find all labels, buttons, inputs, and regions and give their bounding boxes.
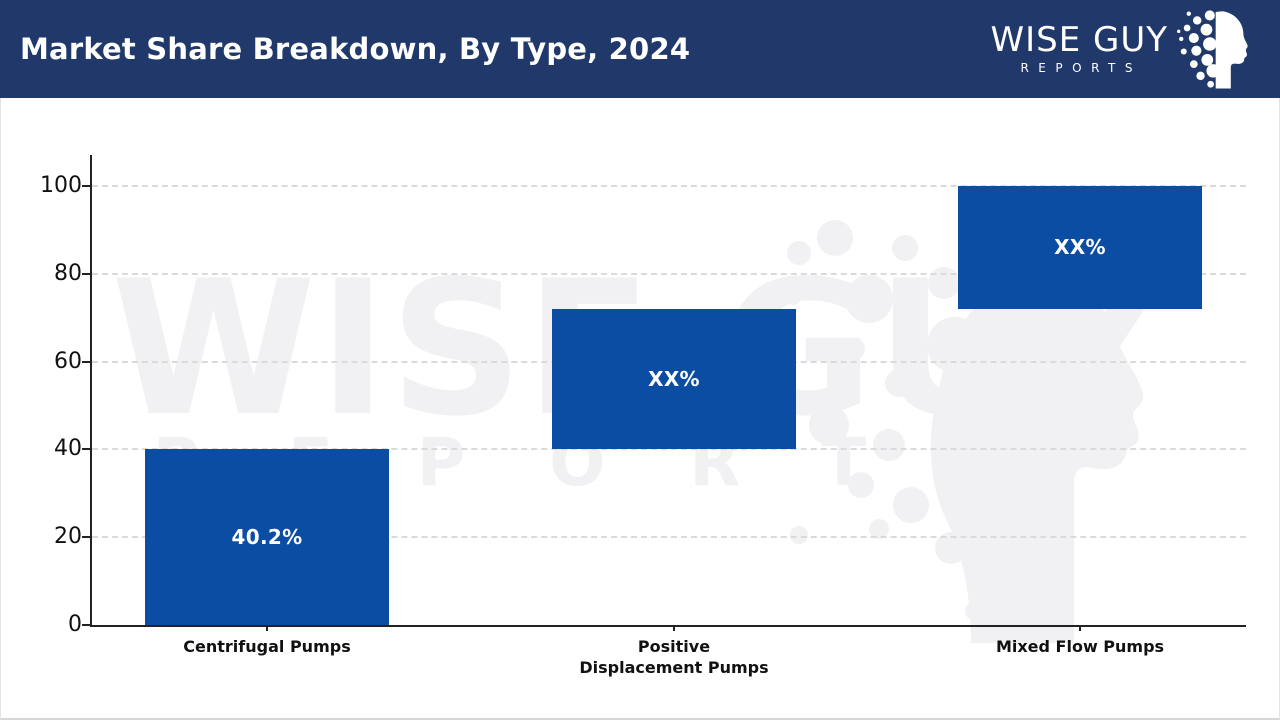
chart-canvas: WISE GUY REPORTS 0 20 40 60 80 100 40.2% XX% XX%… — [0, 98, 1280, 720]
bar-value-label: 40.2% — [231, 524, 303, 549]
y-tick-mark — [82, 448, 90, 451]
y-tick-mark — [82, 624, 90, 626]
y-axis-tick-label: 40 — [54, 436, 82, 462]
x-axis-label-centrifugal-pumps: Centrifugal Pumps — [183, 637, 351, 656]
x-tick-mark — [1079, 625, 1081, 631]
gridline-100 — [92, 185, 1246, 187]
y-tick-mark — [82, 536, 90, 539]
plot-area: 0 20 40 60 80 100 40.2% XX% XX% Centrifugal Pumps… — [40, 155, 1246, 677]
x-tick-mark — [266, 625, 268, 631]
x-axis-label-mixed-flow-pumps: Mixed Flow Pumps — [995, 637, 1165, 656]
logo-head-icon — [1177, 10, 1248, 89]
page-title: Market Share Breakdown, By Type, 2024 — [20, 32, 691, 66]
bar-centrifugal-pumps: 40.2% — [145, 448, 389, 625]
logo-subtext: REPORTS — [1020, 61, 1142, 76]
y-tick-mark — [82, 272, 90, 275]
x-tick-mark — [673, 625, 675, 631]
y-axis-tick-label: 80 — [54, 260, 82, 286]
bar-value-label: XX% — [648, 366, 700, 391]
gridline-20 — [92, 536, 1246, 539]
wiseguy-logo: WISE GUY REPORTS — [990, 6, 1256, 92]
y-axis-tick-label: 20 — [54, 524, 82, 550]
y-tick-mark — [82, 185, 90, 187]
logo-wordmark: WISE GUY — [990, 19, 1168, 60]
header-bar: Market Share Breakdown, By Type, 2024 WI… — [0, 0, 1280, 98]
y-axis-tick-label: 100 — [40, 173, 82, 198]
y-axis-tick-label: 60 — [54, 348, 82, 374]
bar-positive-displacement-pumps: XX% — [552, 308, 796, 449]
y-tick-mark — [82, 360, 90, 363]
y-axis-tick-label: 0 — [68, 612, 82, 637]
bar-mixed-flow-pumps: XX% — [958, 186, 1202, 309]
gridline-40 — [92, 448, 1246, 451]
x-axis-label-positive-displacement-pumps: Positive Displacement Pumps — [579, 637, 769, 677]
bar-value-label: XX% — [1054, 235, 1106, 260]
gridline-80 — [92, 272, 1246, 275]
